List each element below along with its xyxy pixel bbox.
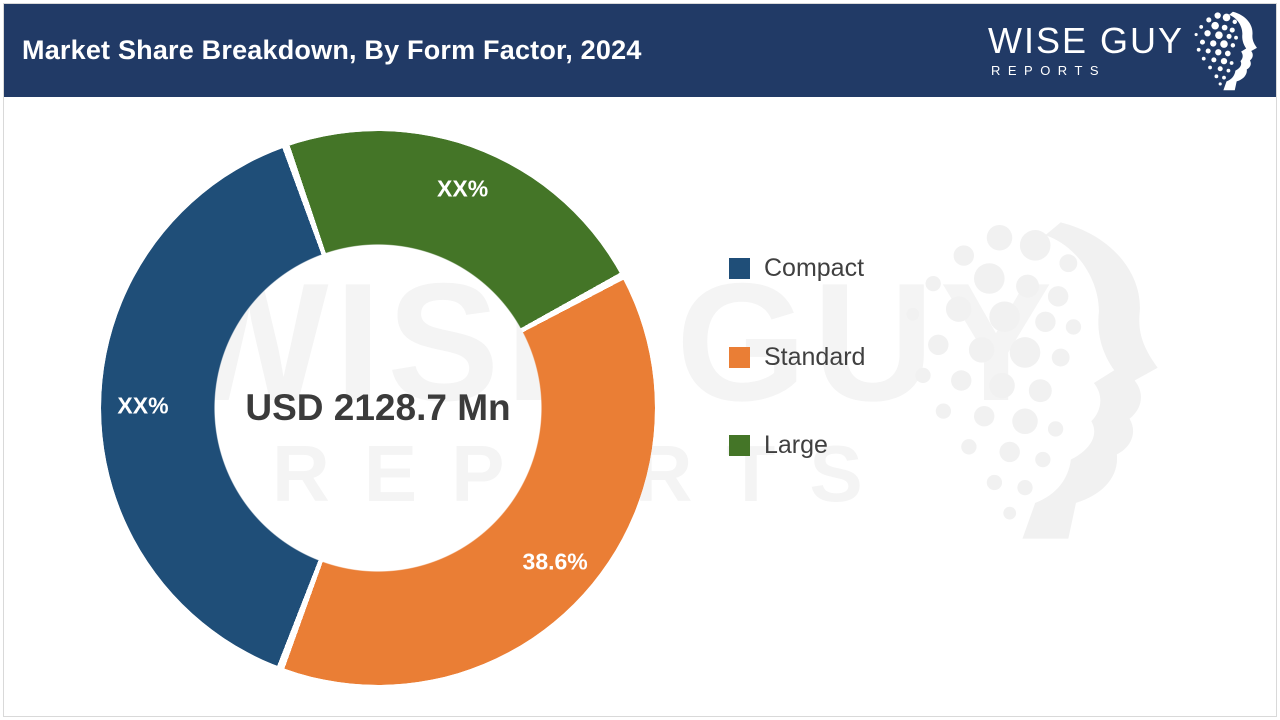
donut-chart: XX% 38.6% XX% USD 2128.7 Mn xyxy=(101,131,655,685)
slice-label-standard: 38.6% xyxy=(522,548,588,575)
legend-label-large: Large xyxy=(764,431,828,459)
brand-logo: WISE GUY REPORTS xyxy=(988,9,1262,93)
center-value: USD 2128.7 Mn xyxy=(245,387,511,428)
legend-label-standard: Standard xyxy=(764,342,866,371)
legend-swatch-large xyxy=(729,435,750,457)
legend-swatch-standard xyxy=(729,346,750,368)
legend-item-large: Large xyxy=(729,431,865,460)
page-title: Market Share Breakdown, By Form Factor, … xyxy=(22,35,642,65)
brand-wordmark: WISE GUY REPORTS xyxy=(987,20,1184,79)
slice-label-large: XX% xyxy=(437,175,489,202)
legend: Compact Standard Large xyxy=(729,254,866,460)
legend-swatch-compact xyxy=(729,258,750,280)
logo-head-icon xyxy=(1186,9,1262,93)
legend-item-compact: Compact xyxy=(729,254,865,283)
brand-subtitle: REPORTS xyxy=(990,63,1107,78)
legend-item-standard: Standard xyxy=(729,342,866,372)
legend-label-compact: Compact xyxy=(764,254,865,282)
brand-name: WISE GUY xyxy=(987,20,1184,61)
donut-ring xyxy=(101,131,655,685)
slice-label-compact: XX% xyxy=(117,392,169,419)
watermark-head-icon xyxy=(872,212,1178,549)
header-bar: Market Share Breakdown, By Form Factor, … xyxy=(4,4,1276,97)
